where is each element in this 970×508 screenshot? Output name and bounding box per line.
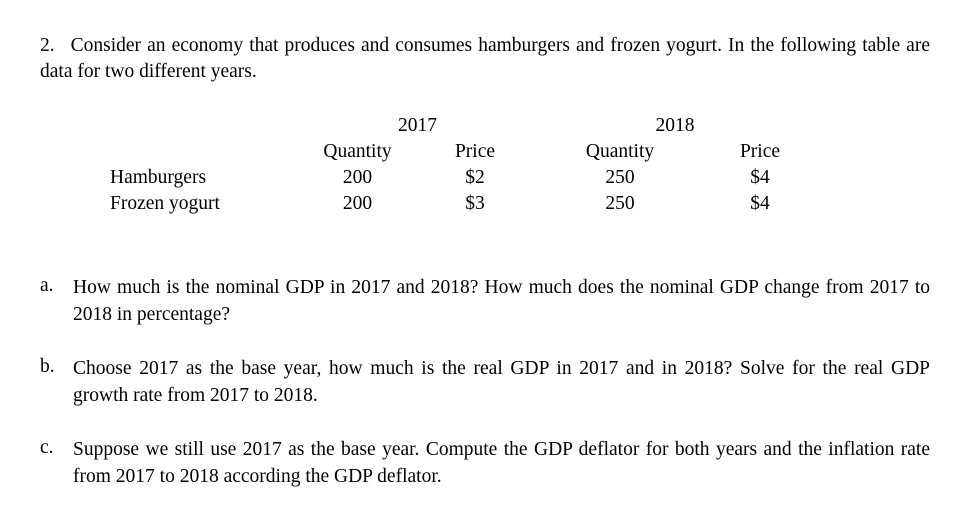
cell-price-2018: $4 [750,193,770,215]
column-header-quantity-2017: Quantity [323,141,392,163]
question-letter: a. [40,275,54,297]
problem-intro: 2. Consider an economy that produces and … [40,33,930,87]
question-text: Suppose we still use 2017 as the base ye… [73,438,930,487]
column-header-price-2018: Price [739,141,781,163]
cell-price-2018: $4 [750,167,770,189]
question-letter: b. [40,356,55,378]
cell-quantity-2018: 250 [605,193,635,215]
economy-data-table: 2017 2018 Quantity Price Quantity Price … [110,113,815,217]
year-header-2018: 2018 [655,115,695,137]
cell-price-2017: $3 [465,193,485,215]
cell-price-2017: $2 [465,167,485,189]
year-header-2017: 2017 [398,115,437,137]
cell-quantity-2017: 200 [342,167,373,189]
column-header-row: Quantity Price Quantity Price [110,139,815,165]
question-letter: c. [40,436,54,458]
empty-cell [110,139,300,165]
question-c: c. Suppose we still use 2017 as the base… [40,437,930,491]
empty-cell [110,113,300,139]
row-label: Hamburgers [110,167,207,189]
table-row-frozen-yogurt: Frozen yogurt 200 $3 250 $4 [110,191,815,217]
row-label: Frozen yogurt [110,193,220,215]
question-b: b. Choose 2017 as the base year, how muc… [40,356,930,410]
problem-intro-text: Consider an economy that produces and co… [40,34,930,83]
question-text: Choose 2017 as the base year, how much i… [73,358,930,407]
question-a: a. How much is the nominal GDP in 2017 a… [40,275,930,329]
table-row-hamburgers: Hamburgers 200 $2 250 $4 [110,165,815,191]
cell-quantity-2017: 200 [342,193,373,215]
column-header-quantity-2018: Quantity [585,141,655,163]
question-text: How much is the nominal GDP in 2017 and … [73,277,930,326]
year-header-row: 2017 2018 [110,113,815,139]
problem-number: 2. [40,34,55,56]
cell-quantity-2018: 250 [605,167,635,189]
questions-list: a. How much is the nominal GDP in 2017 a… [40,275,930,490]
column-header-price-2017: Price [454,141,496,163]
